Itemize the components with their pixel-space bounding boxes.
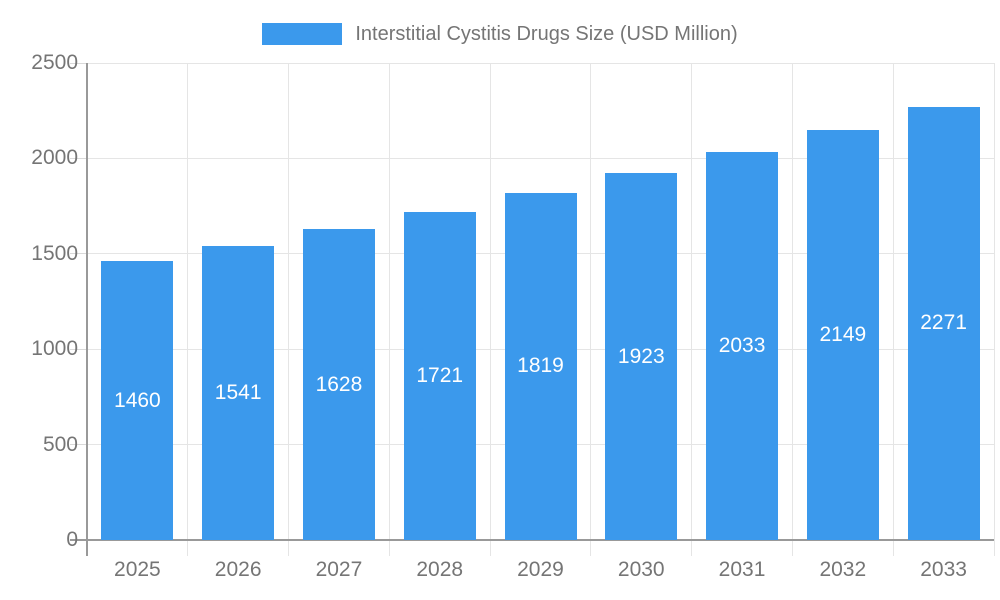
bar [302, 229, 375, 540]
x-axis-tick-label: 2029 [517, 558, 564, 581]
bar [605, 173, 678, 540]
y-axis-tick-label: 0 [66, 528, 78, 551]
y-axis-tick [70, 253, 87, 255]
y-axis-tick-label: 500 [42, 432, 78, 456]
x-axis-tick-label: 2028 [416, 558, 464, 581]
x-axis-tick-label: 2030 [617, 558, 665, 581]
y-axis-tick [70, 348, 87, 350]
bar-value-label: 1541 [214, 380, 262, 404]
v-gridline [892, 63, 894, 556]
bar [504, 192, 577, 540]
x-axis-tick-label: 2026 [214, 558, 262, 581]
bar [101, 261, 174, 540]
plot-area: 1460 1541 1628 1721 1819 1923 2033 2149 2271 [70, 62, 995, 556]
h-gridline [87, 62, 994, 64]
v-gridline [388, 63, 390, 556]
bar-value-label: 1628 [315, 372, 363, 396]
v-gridline [288, 63, 290, 556]
legend: Interstitial Cystitis Drugs Size (USD Mi… [0, 14, 1000, 54]
y-axis-line [86, 63, 88, 556]
x-axis-line [70, 539, 994, 541]
y-axis-tick [70, 444, 87, 446]
v-gridline [489, 63, 491, 556]
bar-value-label: 2271 [920, 311, 967, 335]
bar [403, 211, 476, 540]
bar [202, 245, 275, 540]
v-gridline [590, 63, 592, 556]
bar-value-label: 1460 [114, 388, 161, 412]
h-gridline [87, 157, 994, 159]
bar [706, 152, 779, 540]
bar-value-label: 2149 [819, 322, 867, 346]
y-axis-tick [70, 157, 87, 159]
bar-value-label: 2033 [718, 334, 766, 358]
bar [907, 106, 980, 540]
y-axis-tick-label: 1500 [31, 241, 78, 265]
y-axis-tick-label: 2000 [31, 146, 78, 170]
v-gridline [791, 63, 793, 556]
bar-value-label: 1923 [617, 344, 665, 368]
y-axis-tick [70, 62, 87, 64]
bar-value-label: 1721 [416, 363, 464, 387]
y-axis-tick-label: 2500 [31, 51, 78, 74]
bar-value-label: 1819 [517, 354, 564, 378]
legend-label: Interstitial Cystitis Drugs Size (USD Mi… [355, 22, 738, 45]
v-gridline [691, 63, 693, 556]
x-axis-tick-label: 2032 [819, 558, 867, 581]
x-axis-tick-label: 2025 [114, 558, 161, 581]
bar [806, 129, 879, 540]
v-gridline [187, 63, 189, 556]
x-axis-tick-label: 2027 [315, 558, 363, 581]
v-gridline [993, 63, 995, 556]
x-axis-tick-label: 2033 [920, 558, 967, 581]
legend-swatch [262, 23, 343, 45]
x-axis-tick-label: 2031 [718, 558, 766, 581]
y-axis-tick-label: 1000 [31, 337, 78, 361]
